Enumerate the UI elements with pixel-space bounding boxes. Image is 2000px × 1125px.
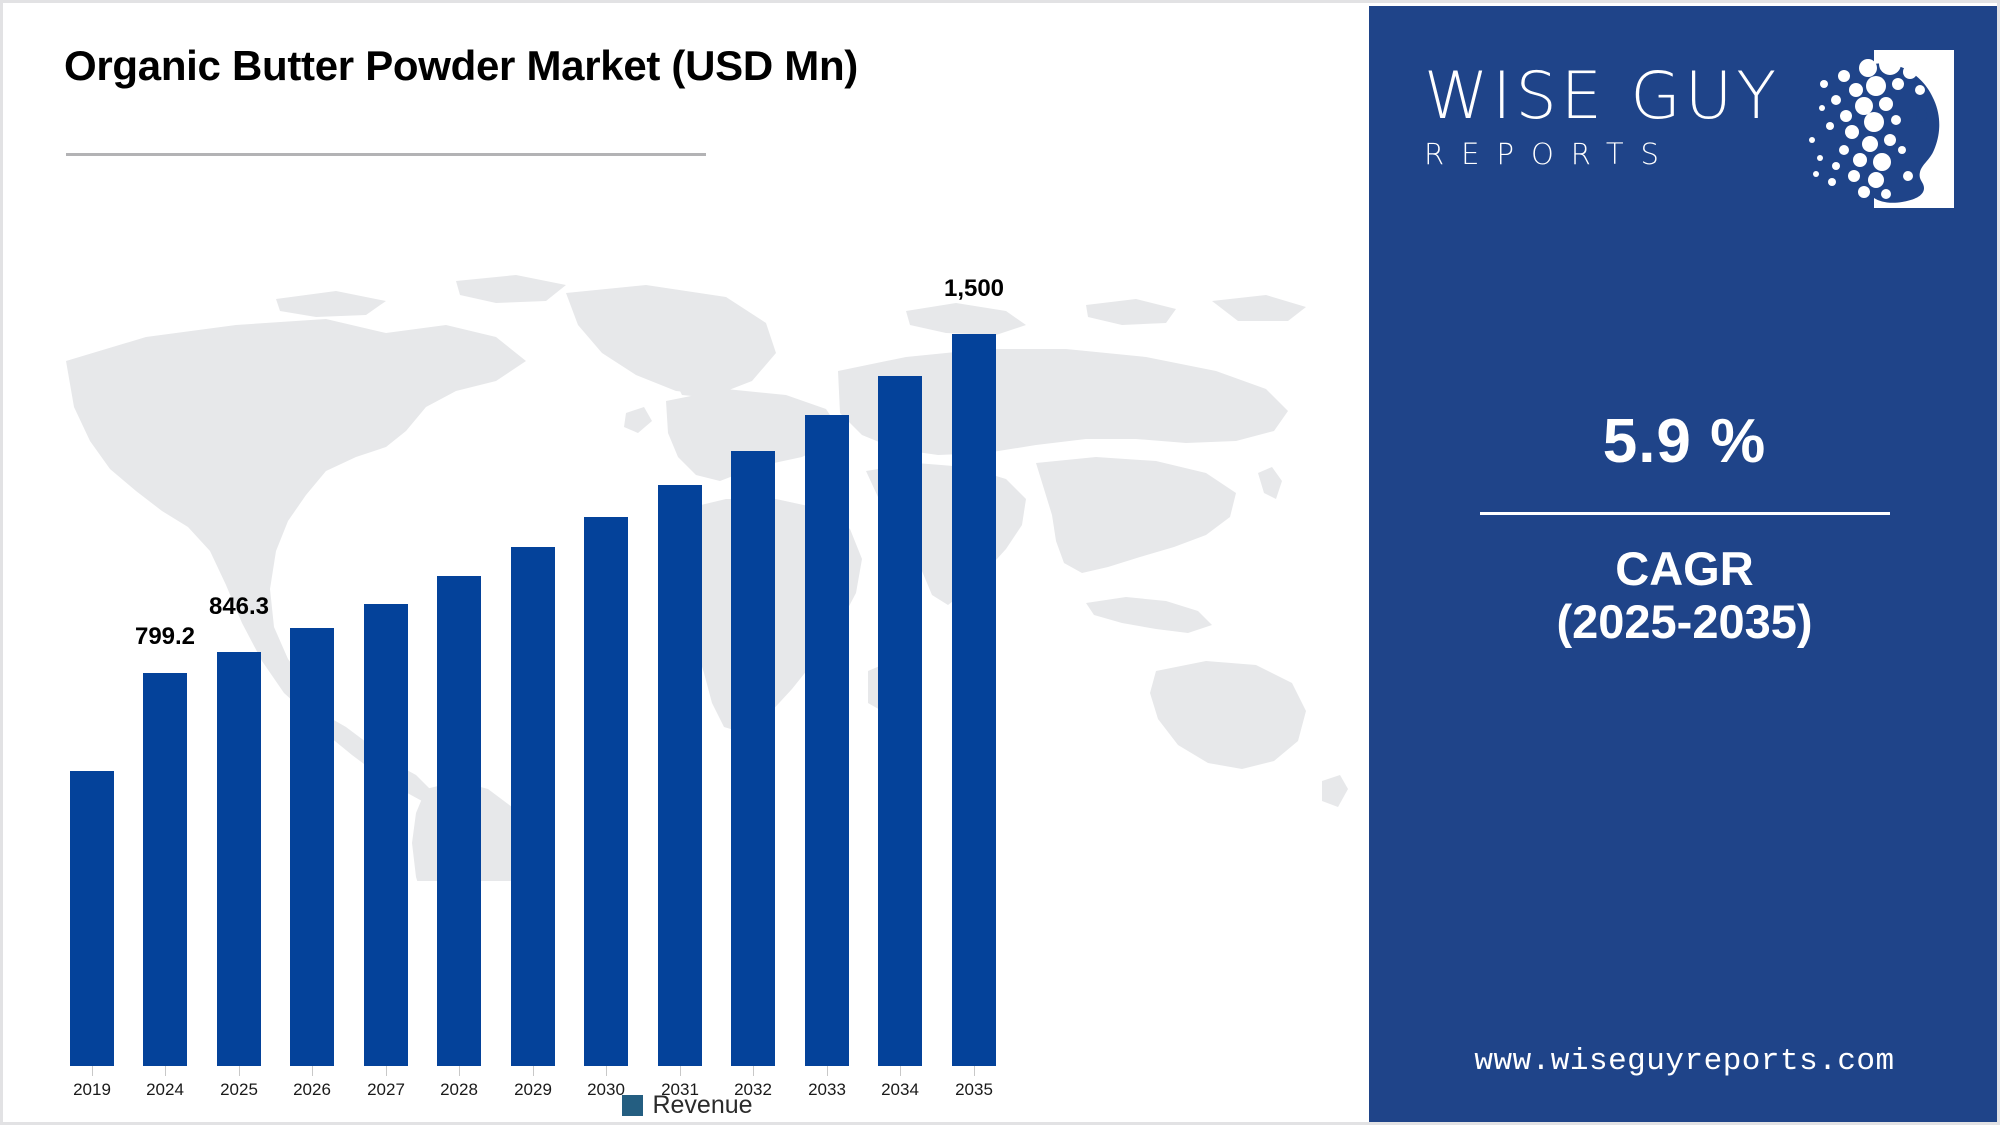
x-axis-label-2031: 2031 [661, 1080, 699, 1099]
cagr-block: 5.9 % CAGR (2025-2035) [1369, 406, 1997, 648]
x-axis-label-2035: 2035 [955, 1080, 993, 1099]
bar-2030[interactable] [584, 517, 628, 1066]
x-axis-label-2034: 2034 [881, 1080, 919, 1099]
chart-legend: Revenue [6, 1091, 1369, 1120]
bar-2027[interactable] [364, 604, 408, 1066]
bar-label-2035: 1,500 [943, 275, 1005, 302]
x-axis-label-2019: 2019 [73, 1080, 111, 1099]
bar-2034[interactable] [878, 376, 922, 1066]
plot-area: 799.2 846.3 1,500 2019 2024 2025 2026 20… [6, 6, 1369, 1099]
page-title: Organic Butter Powder Market (USD Mn) [64, 42, 858, 89]
x-axis-label-2033: 2033 [808, 1080, 846, 1099]
x-axis-label-2028: 2028 [440, 1080, 478, 1099]
bar-2019[interactable] [70, 771, 114, 1066]
legend-label-revenue: Revenue [652, 1091, 753, 1119]
bar-2032[interactable] [731, 451, 775, 1066]
x-axis-label-2024: 2024 [146, 1080, 184, 1099]
tick-2019 [92, 1066, 93, 1076]
x-axis-label-2029: 2029 [514, 1080, 552, 1099]
tick-2034 [900, 1066, 901, 1076]
website-url[interactable]: www.wiseguyreports.com [1474, 1044, 1895, 1079]
tick-2033 [827, 1066, 828, 1076]
chart-panel: Organic Butter Powder Market (USD Mn) [6, 6, 1369, 1122]
tick-2030 [606, 1066, 607, 1076]
tick-2024 [165, 1066, 166, 1076]
bar-label-2025: 846.3 [208, 593, 270, 620]
tick-2028 [459, 1066, 460, 1076]
x-axis-label-2030: 2030 [587, 1080, 625, 1099]
brand-logo-line2: REPORTS [1424, 137, 1676, 171]
tick-2026 [312, 1066, 313, 1076]
brand-logo[interactable]: WISE GUY REPORTS [1424, 50, 1954, 209]
dotted-head-profile-icon [1724, 50, 1954, 210]
bar-2033[interactable] [805, 415, 849, 1066]
bar-2024[interactable] [143, 673, 187, 1066]
bar-2026[interactable] [290, 628, 334, 1066]
tick-2032 [753, 1066, 754, 1076]
bar-2031[interactable] [658, 485, 702, 1066]
brand-panel: WISE GUY REPORTS [1369, 6, 1997, 1122]
tick-2035 [974, 1066, 975, 1076]
x-axis-label-2032: 2032 [734, 1080, 772, 1099]
tick-2031 [680, 1066, 681, 1076]
legend-swatch-revenue [622, 1095, 644, 1116]
x-axis-label-2026: 2026 [293, 1080, 331, 1099]
tick-2027 [386, 1066, 387, 1076]
bar-2035[interactable] [952, 334, 996, 1066]
cagr-value: 5.9 % [1602, 407, 1767, 476]
x-axis-label-2025: 2025 [220, 1080, 258, 1099]
cagr-label: CAGR [1615, 542, 1754, 595]
x-axis-label-2027: 2027 [367, 1080, 405, 1099]
bar-2029[interactable] [511, 547, 555, 1066]
title-divider [66, 153, 706, 156]
tick-2025 [239, 1066, 240, 1076]
bar-2028[interactable] [437, 576, 481, 1066]
tick-2029 [533, 1066, 534, 1076]
brand-logo-line1: WISE GUY [1424, 59, 1781, 134]
cagr-divider [1479, 512, 1890, 515]
brand-logo-text: WISE GUY REPORTS [1424, 64, 1784, 171]
bar-2025[interactable] [217, 652, 261, 1066]
bar-label-2024: 799.2 [134, 623, 196, 650]
cagr-period: (2025-2035) [1556, 594, 1813, 648]
